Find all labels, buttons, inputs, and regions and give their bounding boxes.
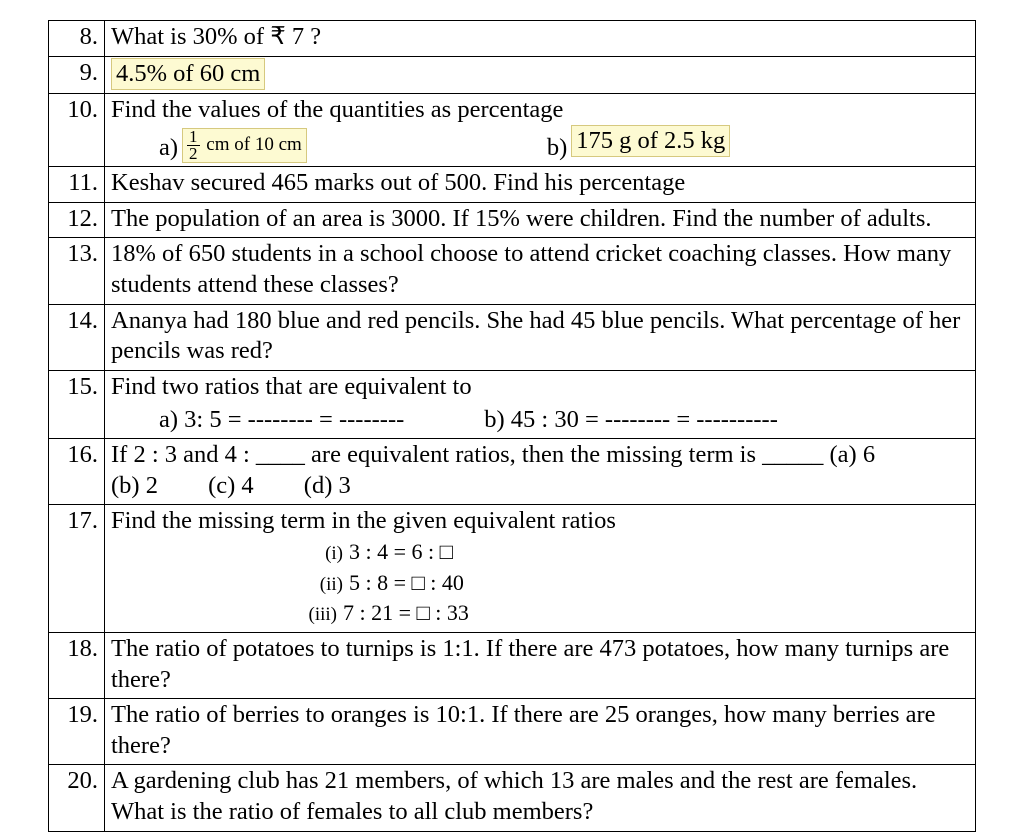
highlighted-text: 1 2 cm of 10 cm [182, 128, 307, 163]
question-number: 19. [49, 699, 105, 765]
option-label: b) [547, 133, 567, 164]
questions-table: 8. What is 30% of ₹ 7 ? 9. 4.5% of 60 cm… [48, 20, 976, 832]
table-row: 18. The ratio of potatoes to turnips is … [49, 632, 976, 698]
question-text: Find the values of the quantities as per… [105, 94, 976, 167]
option-label: a) [159, 133, 178, 164]
question-line: If 2 : 3 and 4 : ____ are equivalent rat… [111, 440, 969, 471]
question-number: 14. [49, 304, 105, 370]
option-b: b) 175 g of 2.5 kg [547, 131, 730, 164]
question-number: 20. [49, 765, 105, 831]
question-text: Find two ratios that are equivalent to a… [105, 370, 976, 438]
table-row: 11. Keshav secured 465 marks out of 500.… [49, 167, 976, 203]
option-c: (c) 4 [208, 472, 254, 499]
question-number: 13. [49, 238, 105, 304]
table-row: 9. 4.5% of 60 cm [49, 56, 976, 94]
question-number: 18. [49, 632, 105, 698]
option-b: b) 45 : 30 = -------- = ---------- [484, 405, 778, 436]
question-number: 17. [49, 505, 105, 633]
sub-text: 3 : 4 = 6 : □ [349, 539, 453, 564]
question-number: 16. [49, 439, 105, 505]
table-row: 15. Find two ratios that are equivalent … [49, 370, 976, 438]
question-text: Keshav secured 465 marks out of 500. Fin… [105, 167, 976, 203]
question-text: The ratio of potatoes to turnips is 1:1.… [105, 632, 976, 698]
table-row: 17. Find the missing term in the given e… [49, 505, 976, 633]
question-prompt: Find the values of the quantities as per… [111, 95, 969, 126]
table-row: 16. If 2 : 3 and 4 : ____ are equivalent… [49, 439, 976, 505]
question-number: 8. [49, 21, 105, 57]
table-row: 12. The population of an area is 3000. I… [49, 202, 976, 238]
question-prompt: Find two ratios that are equivalent to [111, 372, 969, 403]
question-number: 10. [49, 94, 105, 167]
table-row: 10. Find the values of the quantities as… [49, 94, 976, 167]
highlighted-text: 175 g of 2.5 kg [571, 125, 730, 158]
question-number: 15. [49, 370, 105, 438]
table-row: 8. What is 30% of ₹ 7 ? [49, 21, 976, 57]
question-text: A gardening club has 21 members, of whic… [105, 765, 976, 831]
table-row: 13. 18% of 650 students in a school choo… [49, 238, 976, 304]
option-b: (b) 2 [111, 472, 158, 499]
question-number: 11. [49, 167, 105, 203]
question-text: 4.5% of 60 cm [105, 56, 976, 94]
question-text: If 2 : 3 and 4 : ____ are equivalent rat… [105, 439, 976, 505]
question-text: Ananya had 180 blue and red pencils. She… [105, 304, 976, 370]
sub-label: (iii) [305, 603, 337, 627]
sub-text: 5 : 8 = □ : 40 [349, 570, 464, 595]
highlighted-text: 4.5% of 60 cm [111, 58, 265, 91]
question-number: 12. [49, 202, 105, 238]
question-text: The ratio of berries to oranges is 10:1.… [105, 699, 976, 765]
option-a: a) 3: 5 = -------- = -------- [159, 405, 404, 436]
question-text: The population of an area is 3000. If 15… [105, 202, 976, 238]
option-d: (d) 3 [304, 472, 351, 499]
question-text: Find the missing term in the given equiv… [105, 505, 976, 633]
answer-options: (b) 2 (c) 4 (d) 3 [111, 471, 969, 502]
sub-label: (ii) [311, 573, 343, 597]
question-number: 9. [49, 56, 105, 94]
sub-label: (i) [311, 542, 343, 566]
sub-items: (i)3 : 4 = 6 : □ (ii)5 : 8 = □ : 40 (iii… [111, 537, 969, 629]
fraction: 1 2 [187, 129, 200, 162]
option-a: a) 1 2 cm of 10 cm [159, 128, 307, 163]
table-row: 19. The ratio of berries to oranges is 1… [49, 699, 976, 765]
question-text: What is 30% of ₹ 7 ? [105, 21, 976, 57]
question-prompt: Find the missing term in the given equiv… [111, 506, 969, 537]
sub-text: 7 : 21 = □ : 33 [343, 600, 469, 625]
table-row: 14. Ananya had 180 blue and red pencils.… [49, 304, 976, 370]
table-row: 20. A gardening club has 21 members, of … [49, 765, 976, 831]
question-text: 18% of 650 students in a school choose t… [105, 238, 976, 304]
